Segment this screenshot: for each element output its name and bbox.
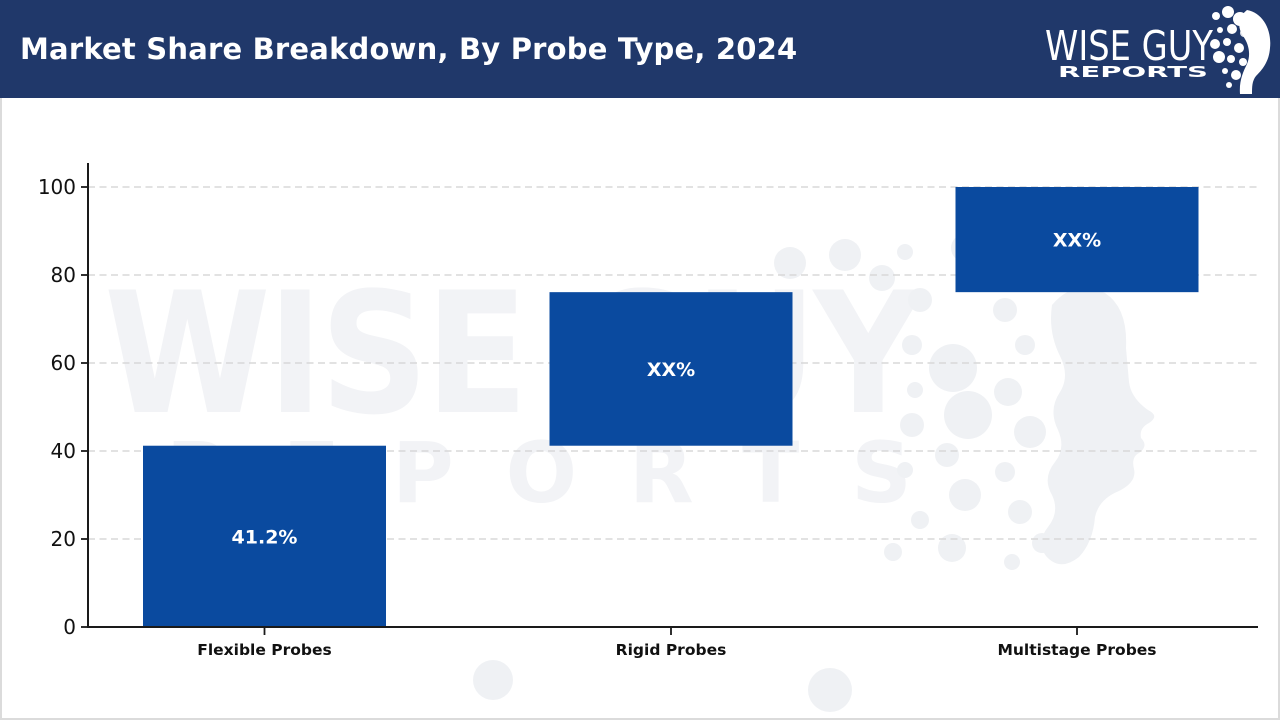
x-category-label: Rigid Probes bbox=[616, 641, 727, 659]
wise-guy-reports-logo: WISE GUY REPORTS bbox=[1045, 6, 1271, 94]
y-tick-label: 0 bbox=[63, 615, 76, 639]
y-tick-label: 100 bbox=[38, 175, 76, 199]
bar-value-label: 41.2% bbox=[232, 526, 298, 548]
bar-value-label: XX% bbox=[1053, 230, 1101, 252]
logo-reports: REPORTS bbox=[1058, 63, 1208, 81]
bar-flexible-probes bbox=[143, 445, 386, 627]
header-band: Market Share Breakdown, By Probe Type, 2… bbox=[0, 0, 1280, 98]
y-tick-label: 60 bbox=[51, 351, 76, 375]
bar-rigid-probes bbox=[549, 292, 793, 446]
page-title: Market Share Breakdown, By Probe Type, 2… bbox=[20, 32, 798, 66]
y-tick-label: 80 bbox=[51, 263, 76, 287]
bar-value-label: XX% bbox=[647, 359, 695, 381]
y-tick-label: 20 bbox=[51, 527, 76, 551]
logo-face-icon bbox=[1210, 6, 1271, 94]
y-tick-label: 40 bbox=[51, 439, 76, 463]
x-category-label: Flexible Probes bbox=[197, 641, 332, 659]
logo-wordmark: WISE GUY bbox=[1045, 22, 1214, 70]
bar-multistage-probes bbox=[955, 187, 1199, 293]
x-category-label: Multistage Probes bbox=[997, 641, 1156, 659]
